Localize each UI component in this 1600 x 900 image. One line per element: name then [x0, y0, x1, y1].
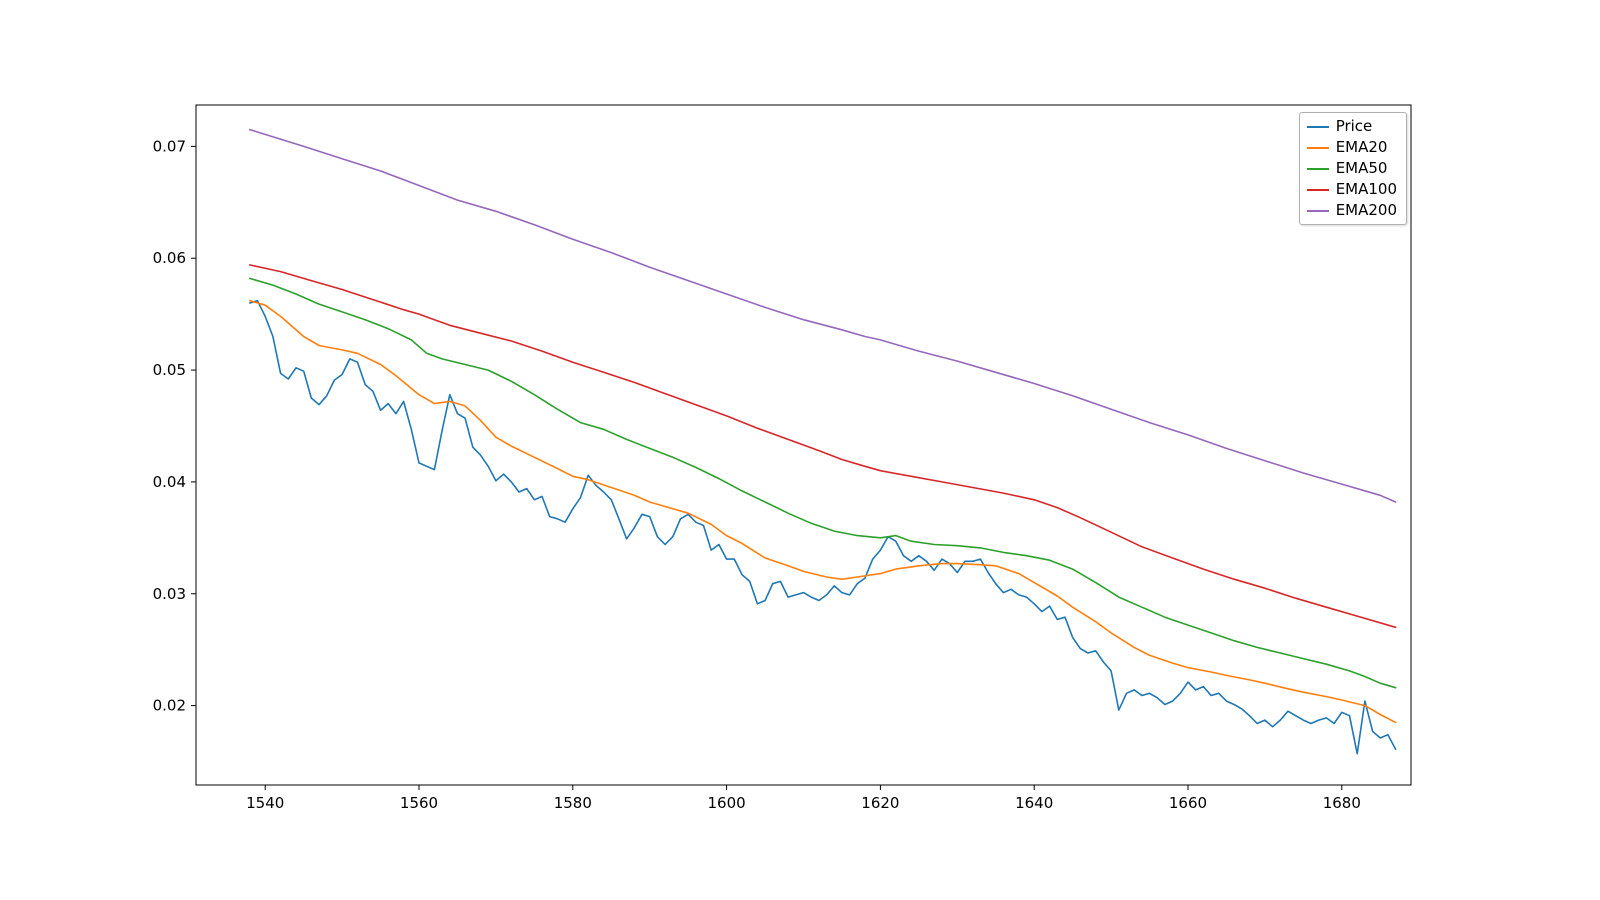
legend-swatch-price	[1306, 125, 1329, 128]
legend-item-ema20[interactable]: EMA20	[1306, 138, 1397, 156]
legend-swatch-ema20	[1306, 146, 1329, 149]
x-tick-label: 1580	[554, 794, 592, 812]
legend-label-ema200: EMA200	[1335, 201, 1397, 219]
legend-swatch-ema200	[1306, 209, 1329, 212]
y-tick-label: 0.03	[153, 585, 186, 603]
legend-label-ema20: EMA20	[1335, 138, 1388, 156]
legend-item-ema200[interactable]: EMA200	[1306, 201, 1397, 219]
series-line-ema20	[249, 299, 1397, 724]
legend-label-ema50: EMA50	[1335, 159, 1388, 177]
legend-item-ema50[interactable]: EMA50	[1306, 159, 1397, 177]
legend-label-ema100: EMA100	[1335, 180, 1397, 198]
x-tick-label: 1680	[1323, 794, 1361, 812]
legend-item-price[interactable]: Price	[1306, 117, 1397, 135]
x-tick-label: 1640	[1015, 794, 1053, 812]
y-tick-label: 0.07	[153, 137, 186, 155]
x-tick-label: 1540	[246, 794, 284, 812]
series-line-ema200	[249, 128, 1397, 503]
x-tick-label: 1660	[1169, 794, 1207, 812]
plot-border	[195, 104, 1412, 786]
series-line-price	[249, 299, 1397, 755]
legend-swatch-ema100	[1306, 188, 1329, 191]
y-tick-label: 0.04	[153, 473, 186, 491]
y-tick-label: 0.02	[153, 697, 186, 715]
y-tick-label: 0.06	[153, 249, 186, 267]
legend: Price EMA20 EMA50 EMA100 EMA200	[1298, 112, 1407, 225]
legend-swatch-ema50	[1306, 167, 1329, 170]
legend-item-ema100[interactable]: EMA100	[1306, 180, 1397, 198]
y-tick-label: 0.05	[153, 361, 186, 379]
series-line-ema100	[249, 264, 1397, 629]
x-tick-label: 1600	[708, 794, 746, 812]
x-tick-label: 1560	[400, 794, 438, 812]
x-tick-label: 1620	[861, 794, 899, 812]
legend-label-price: Price	[1335, 117, 1373, 135]
series-line-ema50	[249, 277, 1397, 689]
